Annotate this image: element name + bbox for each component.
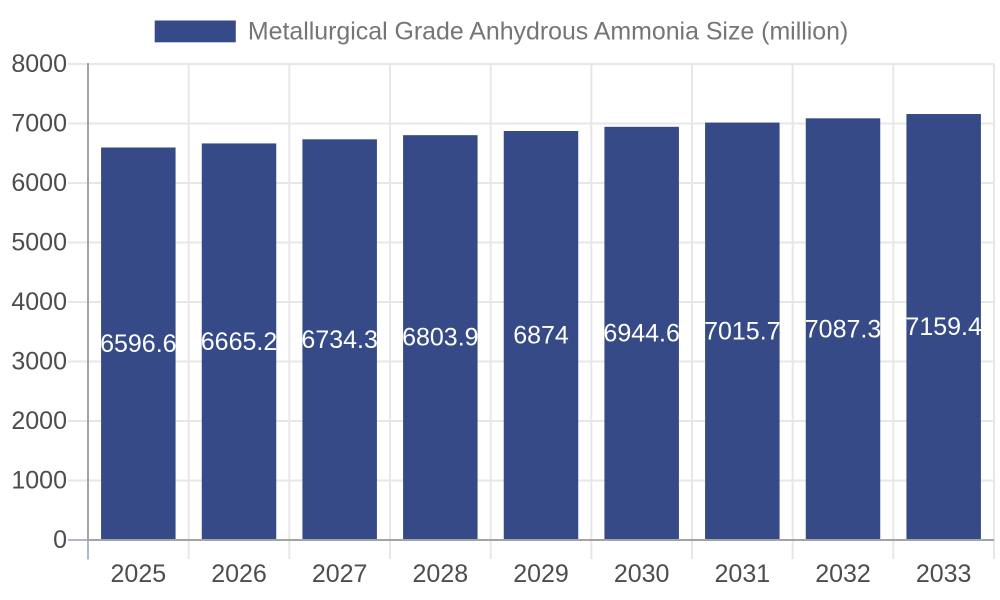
svg-text:1000: 1000	[11, 466, 67, 494]
svg-text:2000: 2000	[11, 407, 67, 435]
svg-text:7159.4: 7159.4	[905, 313, 982, 341]
svg-text:2029: 2029	[513, 560, 569, 588]
svg-text:2033: 2033	[916, 560, 972, 588]
svg-text:6596.6: 6596.6	[100, 330, 176, 358]
svg-text:6734.3: 6734.3	[301, 326, 377, 354]
svg-text:7087.3: 7087.3	[805, 315, 881, 343]
svg-text:2030: 2030	[614, 560, 670, 588]
svg-text:2027: 2027	[312, 560, 368, 588]
svg-text:2032: 2032	[815, 560, 871, 588]
svg-text:6000: 6000	[11, 169, 67, 197]
svg-text:2031: 2031	[715, 560, 771, 588]
svg-text:2028: 2028	[413, 560, 469, 588]
svg-text:8000: 8000	[11, 50, 67, 78]
svg-text:0: 0	[53, 526, 67, 554]
svg-text:3000: 3000	[11, 347, 67, 375]
svg-text:7015.7: 7015.7	[704, 317, 780, 345]
svg-text:5000: 5000	[11, 228, 67, 256]
svg-text:6803.9: 6803.9	[402, 324, 478, 352]
svg-text:7000: 7000	[11, 109, 67, 137]
svg-text:2025: 2025	[111, 560, 167, 588]
svg-text:6665.2: 6665.2	[201, 328, 277, 356]
svg-text:6874: 6874	[513, 322, 569, 350]
svg-text:6944.6: 6944.6	[603, 320, 679, 348]
svg-text:4000: 4000	[11, 288, 67, 316]
svg-text:2026: 2026	[211, 560, 267, 588]
svg-text:Metallurgical Grade Anhydrous: Metallurgical Grade Anhydrous Ammonia Si…	[248, 18, 848, 46]
